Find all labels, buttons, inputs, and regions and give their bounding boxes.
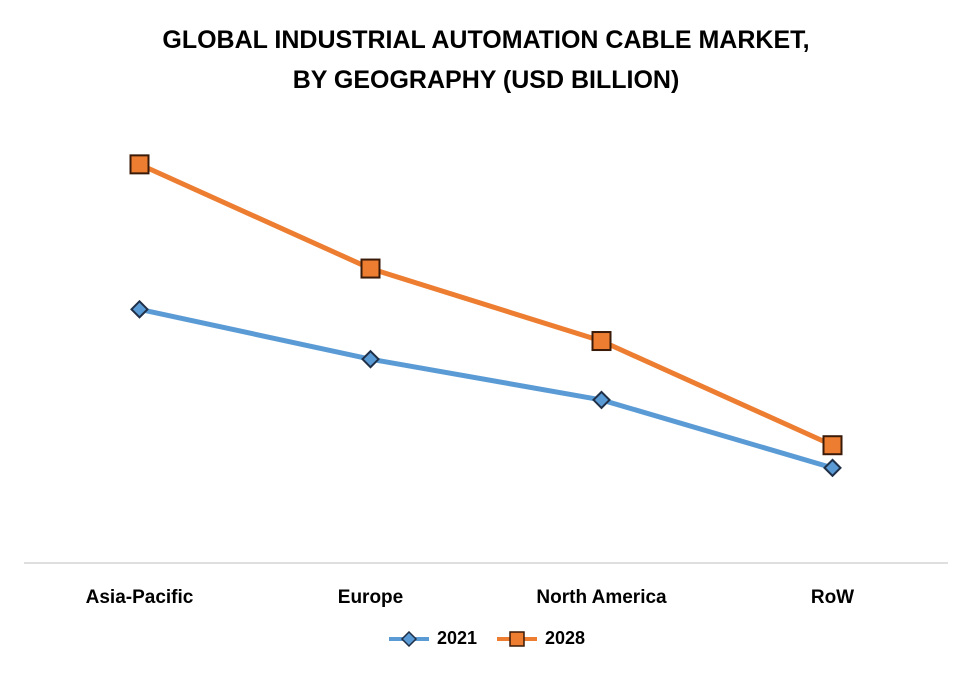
chart-title-line-2: BY GEOGRAPHY (USD BILLION) — [292, 66, 680, 94]
series-line-2028 — [138, 162, 834, 448]
series-line-2021 — [138, 306, 834, 471]
x-tick-label-europe: Europe — [338, 587, 403, 608]
data-point-2028-asia-pacific — [129, 154, 150, 175]
data-point-2021-europe — [361, 349, 380, 369]
x-tick-label-north-america: North America — [536, 587, 667, 608]
legend-item-2028: 2028 — [495, 628, 585, 649]
legend-label-2021: 2021 — [436, 628, 477, 648]
chart-title: GLOBAL INDUSTRIAL AUTOMATION CABLE MARKE… — [0, 20, 972, 100]
legend-item-2021: 2021 — [387, 628, 477, 649]
x-tick-label-asia-pacific: Asia-Pacific — [86, 587, 194, 608]
data-point-2028-europe — [360, 258, 381, 279]
data-point-2028-row — [822, 435, 843, 456]
legend-label-2028: 2028 — [545, 628, 586, 648]
legend: 2021 2028 — [0, 628, 972, 649]
legend-marker-2021 — [388, 630, 429, 647]
data-point-2028-north-america — [591, 331, 612, 352]
data-point-2021-north-america — [592, 390, 611, 410]
x-tick-label-row: RoW — [811, 587, 854, 608]
chart-title-line-1: GLOBAL INDUSTRIAL AUTOMATION CABLE MARKE… — [162, 26, 810, 54]
legend-marker-2028 — [497, 630, 537, 647]
data-point-2021-asia-pacific — [130, 299, 149, 319]
data-point-2021-row — [823, 458, 842, 478]
